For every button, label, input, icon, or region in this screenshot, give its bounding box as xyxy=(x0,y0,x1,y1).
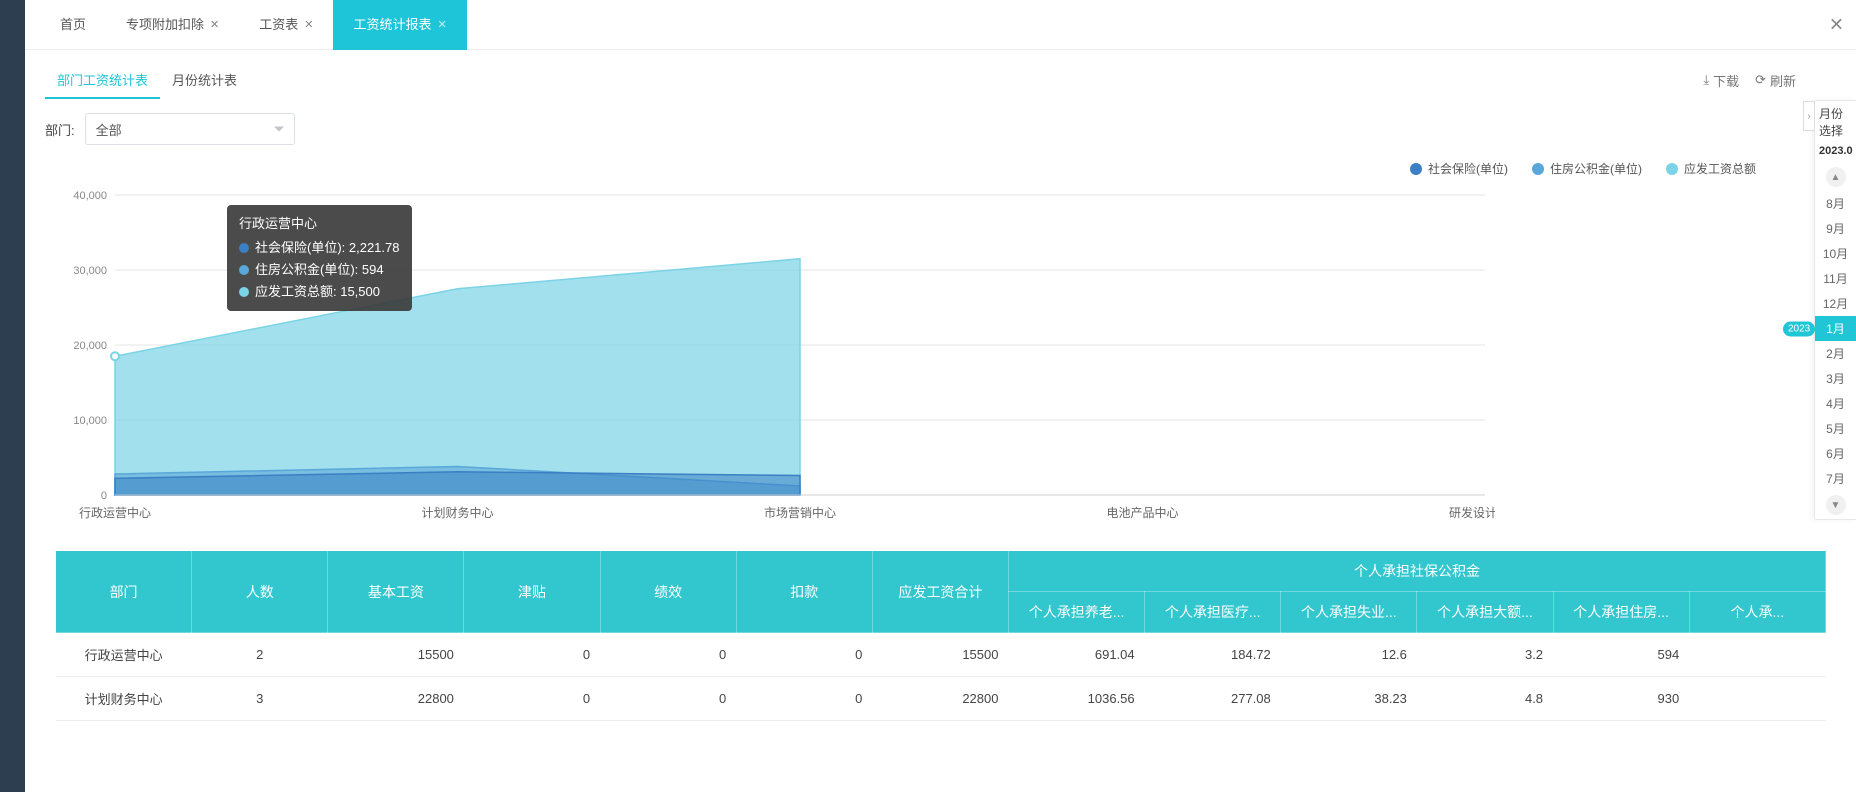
svg-text:20,000: 20,000 xyxy=(73,340,107,352)
data-table-wrap: 部门人数基本工资津贴绩效扣款应发工资合计个人承担社保公积金个人承担养老...个人… xyxy=(55,550,1826,721)
svg-text:10,000: 10,000 xyxy=(73,415,107,427)
month-scroll-up-icon[interactable]: ▲ xyxy=(1826,167,1846,187)
sub-tab-0[interactable]: 部门工资统计表 xyxy=(45,62,160,99)
month-item[interactable]: 11月 xyxy=(1815,266,1856,291)
area-chart[interactable]: 40,000 30,000 20,000 10,000 0 行政运营中心 计划财务中心 市场营… xyxy=(55,185,1495,525)
table-row[interactable]: 计划财务中心322800000228001036.56277.0838.234.… xyxy=(56,677,1826,721)
top-tab-2[interactable]: 工资表✕ xyxy=(239,0,333,50)
month-item[interactable]: 5月 xyxy=(1815,416,1856,441)
sub-tab-1[interactable]: 月份统计表 xyxy=(160,62,249,99)
month-item[interactable]: 3月 xyxy=(1815,366,1856,391)
legend-label: 应发工资总额 xyxy=(1684,160,1756,177)
drawer-title: 月份选择 xyxy=(1815,101,1856,143)
drawer-year: 2023.0 xyxy=(1815,143,1856,163)
refresh-button[interactable]: ⟳ 刷新 xyxy=(1755,71,1796,90)
top-tab-3[interactable]: 工资统计报表✕ xyxy=(333,0,466,50)
drawer-collapse-icon[interactable]: › xyxy=(1803,101,1815,131)
tab-close-icon[interactable]: ✕ xyxy=(438,0,447,50)
month-item[interactable]: 12月 xyxy=(1815,291,1856,316)
legend-dot-icon xyxy=(1532,163,1544,175)
month-item[interactable]: 8月 xyxy=(1815,191,1856,216)
svg-text:0: 0 xyxy=(101,490,107,502)
svg-text:研发设计中心: 研发设计中心 xyxy=(1449,505,1495,520)
chart-area: 社会保险(单位) 住房公积金(单位) 应发工资总额 40,000 30,000 20,0… xyxy=(55,160,1826,540)
legend-item[interactable]: 应发工资总额 xyxy=(1666,160,1756,177)
department-select[interactable]: 全部 xyxy=(85,113,295,145)
svg-text:电池产品中心: 电池产品中心 xyxy=(1106,505,1178,520)
nav-sidebar[interactable] xyxy=(0,0,25,792)
legend-item[interactable]: 社会保险(单位) xyxy=(1410,160,1508,177)
svg-text:行政运营中心: 行政运营中心 xyxy=(79,505,151,520)
month-item[interactable]: 1月2023 xyxy=(1815,316,1856,341)
month-item[interactable]: 7月 xyxy=(1815,466,1856,491)
month-drawer: › 月份选择 2023.0 ▲ 8月9月10月11月12月1月20232月3月4… xyxy=(1814,100,1856,520)
close-all-icon[interactable]: ✕ xyxy=(1829,14,1844,35)
legend-dot-icon xyxy=(1410,163,1422,175)
month-item[interactable]: 9月 xyxy=(1815,216,1856,241)
table-row[interactable]: 行政运营中心21550000015500691.04184.7212.63.25… xyxy=(56,633,1826,677)
main-area: 首页专项附加扣除✕工资表✕工资统计报表✕ ✕ 部门工资统计表月份统计表 ⤓ 下载… xyxy=(25,0,1856,792)
month-item[interactable]: 10月 xyxy=(1815,241,1856,266)
data-table: 部门人数基本工资津贴绩效扣款应发工资合计个人承担社保公积金个人承担养老...个人… xyxy=(55,550,1826,721)
svg-text:市场营销中心: 市场营销中心 xyxy=(764,505,836,520)
tab-close-icon[interactable]: ✕ xyxy=(304,0,313,50)
svg-text:40,000: 40,000 xyxy=(73,190,107,202)
month-item[interactable]: 4月 xyxy=(1815,391,1856,416)
legend-item[interactable]: 住房公积金(单位) xyxy=(1532,160,1642,177)
filter-row: 部门: 全部 xyxy=(25,98,1856,160)
legend-label: 社会保险(单位) xyxy=(1428,160,1508,177)
top-tab-1[interactable]: 专项附加扣除✕ xyxy=(106,0,239,50)
top-tabs: 首页专项附加扣除✕工资表✕工资统计报表✕ ✕ xyxy=(25,0,1856,50)
month-scroll-down-icon[interactable]: ▼ xyxy=(1826,495,1846,515)
legend-dot-icon xyxy=(1666,163,1678,175)
svg-text:30,000: 30,000 xyxy=(73,265,107,277)
tab-close-icon[interactable]: ✕ xyxy=(210,0,219,50)
month-item[interactable]: 2月 xyxy=(1815,341,1856,366)
year-badge: 2023 xyxy=(1783,321,1815,336)
filter-label: 部门: xyxy=(45,120,75,139)
chart-legend: 社会保险(单位) 住房公积金(单位) 应发工资总额 xyxy=(55,160,1826,185)
legend-label: 住房公积金(单位) xyxy=(1550,160,1642,177)
sub-tabs-row: 部门工资统计表月份统计表 ⤓ 下载 ⟳ 刷新 xyxy=(25,50,1856,98)
download-button[interactable]: ⤓ 下载 xyxy=(1703,71,1739,90)
month-item[interactable]: 6月 xyxy=(1815,441,1856,466)
top-tab-0[interactable]: 首页 xyxy=(40,0,106,50)
svg-text:计划财务中心: 计划财务中心 xyxy=(421,505,493,520)
